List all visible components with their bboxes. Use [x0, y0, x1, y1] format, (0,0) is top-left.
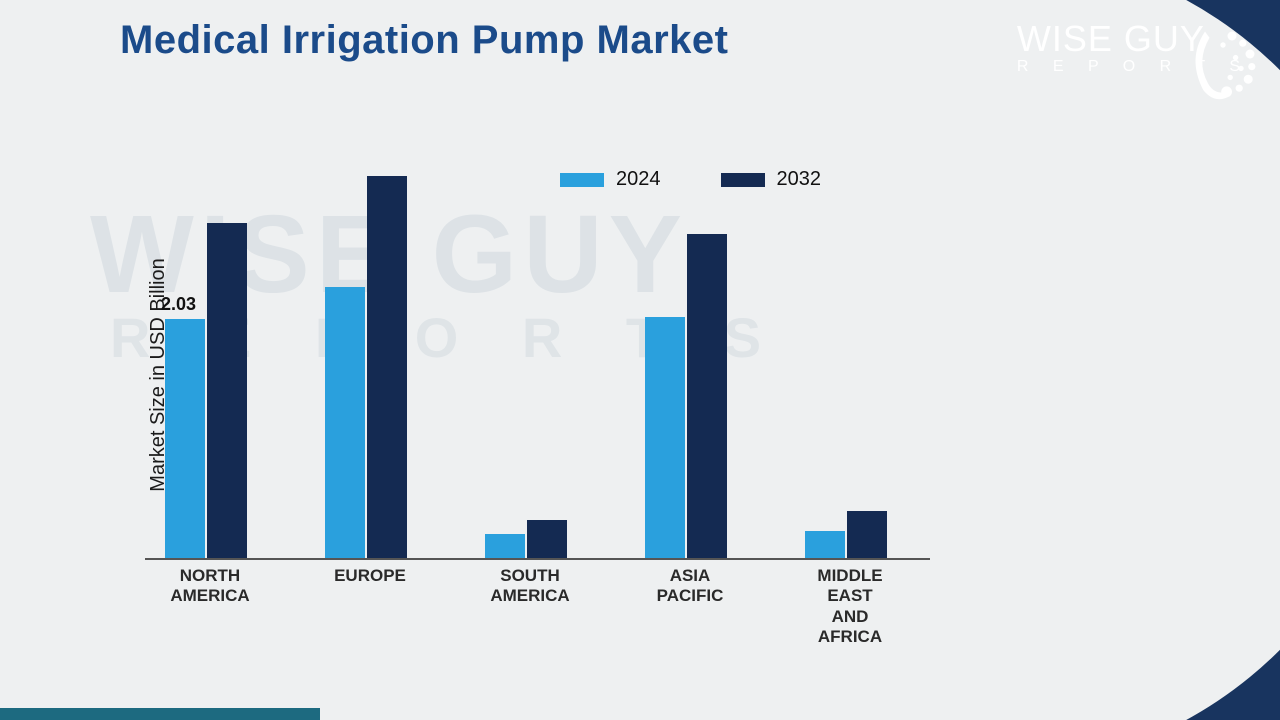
bar [165, 319, 205, 558]
bar [645, 317, 685, 558]
bottom-accent-strip [0, 708, 320, 720]
category-label: EUROPE [300, 566, 440, 586]
category-label: NORTHAMERICA [140, 566, 280, 607]
bar [687, 234, 727, 558]
category-label: SOUTHAMERICA [460, 566, 600, 607]
chart-canvas: WISE GUY R E P O R T S Medical Irrigatio… [0, 0, 1280, 720]
bar-value-label: 2.03 [161, 294, 196, 315]
bar [847, 511, 887, 558]
bar [805, 531, 845, 558]
category-label: ASIAPACIFIC [620, 566, 760, 607]
chart-title: Medical Irrigation Pump Market [120, 18, 728, 63]
bar [485, 534, 525, 558]
brand-head-icon [1178, 18, 1268, 108]
chart-area: Market Size in USD Billion NORTHAMERICAE… [90, 160, 930, 590]
bar [367, 176, 407, 558]
plot-area: NORTHAMERICAEUROPESOUTHAMERICAASIAPACIFI… [145, 160, 930, 560]
category-label: MIDDLEEASTANDAFRICA [780, 566, 920, 648]
bar [207, 223, 247, 558]
bar [527, 520, 567, 558]
bar [325, 287, 365, 558]
